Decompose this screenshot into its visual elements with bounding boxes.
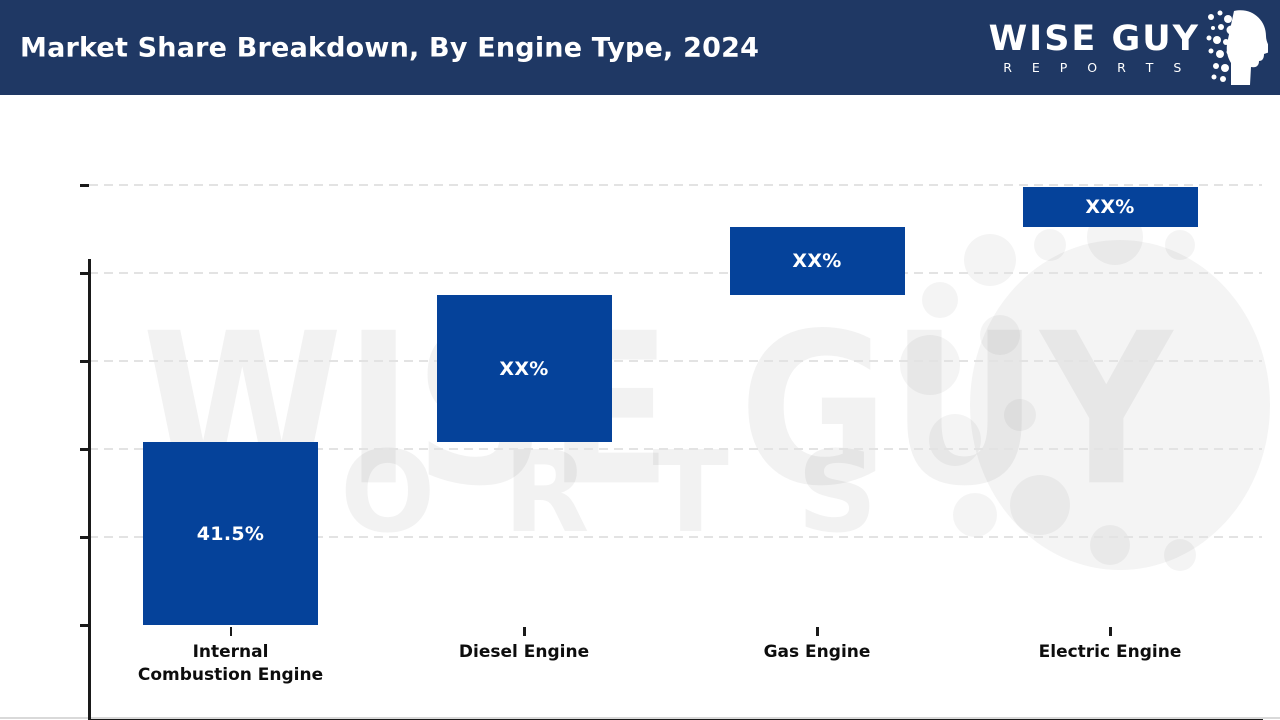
x-axis-tick xyxy=(816,627,819,636)
bar: 41.5% xyxy=(143,442,318,625)
bar-value-label: XX% xyxy=(792,249,842,272)
bottom-divider xyxy=(0,717,1280,719)
brand-logo-text: WISE GUY R E P O R T S xyxy=(988,18,1200,75)
x-axis-tick xyxy=(523,627,526,636)
x-axis-category-label: Gas Engine xyxy=(763,642,871,662)
page-title: Market Share Breakdown, By Engine Type, … xyxy=(20,32,760,63)
gridline xyxy=(89,536,1262,538)
bar-value-label: XX% xyxy=(1085,195,1135,218)
gridline xyxy=(89,272,1262,274)
y-axis-line xyxy=(88,259,91,720)
y-axis-tick xyxy=(80,184,89,187)
bar: XX% xyxy=(436,295,612,443)
y-axis-tick xyxy=(80,448,89,451)
gridline xyxy=(89,184,1262,186)
bar: XX% xyxy=(729,226,905,295)
y-axis-tick xyxy=(80,360,89,363)
x-axis-category-label: Internal Combustion Engine xyxy=(137,642,324,685)
gridline xyxy=(89,448,1262,450)
y-axis-tick xyxy=(80,272,89,275)
bar: XX% xyxy=(1022,187,1198,227)
x-axis-category-label: Diesel Engine xyxy=(458,642,590,662)
brand-wordmark: WISE GUY xyxy=(988,18,1200,59)
gridline xyxy=(89,360,1262,362)
x-axis-tick xyxy=(1109,627,1112,636)
brand-logo: WISE GUY R E P O R T S xyxy=(989,6,1268,90)
plot-area: 41.5% Internal Combustion Engine XX% Diesel… xyxy=(0,95,1280,720)
x-axis-category-label: Electric Engine xyxy=(1038,642,1182,662)
x-axis-tick xyxy=(229,627,232,636)
brand-subtext: R E P O R T S xyxy=(1003,59,1190,75)
logo-face-icon xyxy=(1206,10,1268,85)
bar-value-label: XX% xyxy=(499,357,549,380)
y-axis-tick xyxy=(80,624,89,627)
header: Market Share Breakdown, By Engine Type, … xyxy=(0,0,1280,95)
bar-value-label: 41.5% xyxy=(196,522,265,545)
y-axis-tick xyxy=(80,536,89,539)
